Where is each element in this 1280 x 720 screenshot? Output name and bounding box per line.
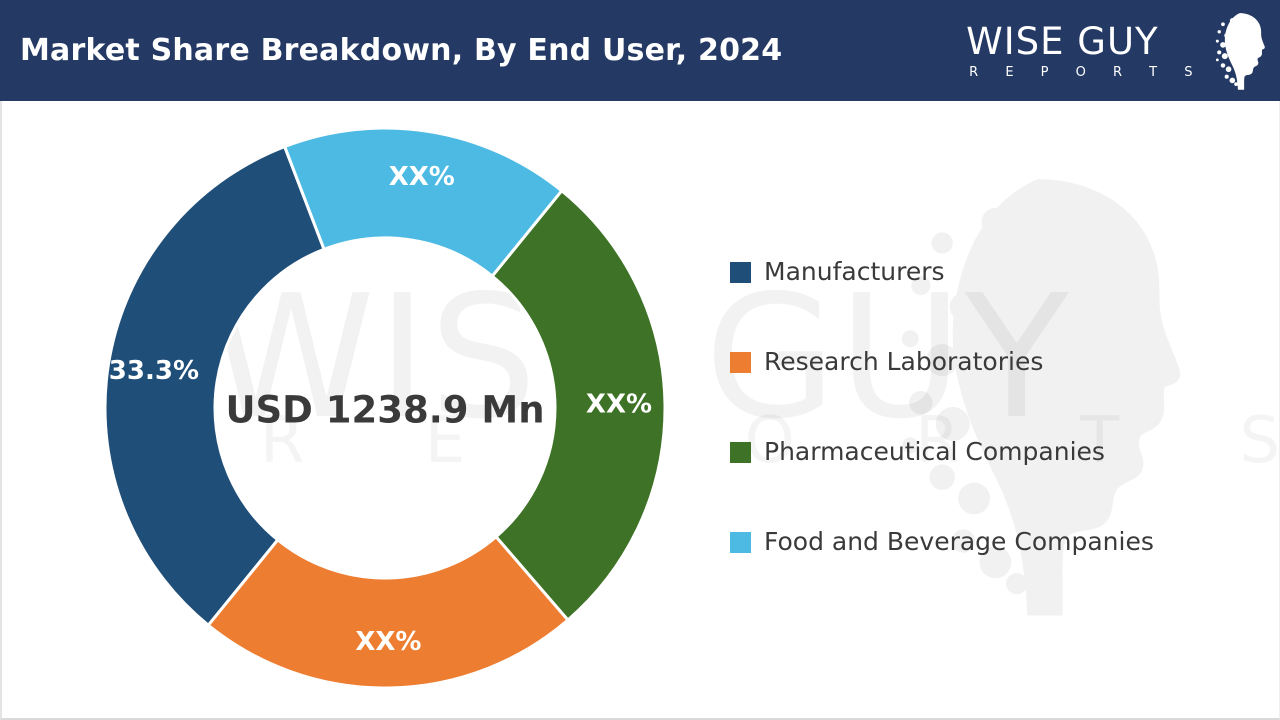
page-title: Market Share Breakdown, By End User, 202… xyxy=(20,33,783,68)
center-value-label: USD 1238.9 Mn xyxy=(225,389,544,432)
donut-segment-research-laboratories xyxy=(206,534,571,690)
legend-item: Research Laboratories xyxy=(730,349,1154,375)
logo-line1: WISE GUY xyxy=(966,19,1159,63)
chart-canvas: WISE GUY R E P O R T S USD 1238.9 Mn 33.… xyxy=(0,101,1280,720)
legend-swatch xyxy=(730,351,751,373)
wiseguy-logo: WISE GUY R E P O R T S xyxy=(966,10,1266,91)
segment-value-label: 33.3% xyxy=(109,356,199,386)
legend-label: Pharmaceutical Companies xyxy=(764,437,1105,466)
legend-label: Manufacturers xyxy=(764,257,945,286)
logo-wordmark: WISE GUY R E P O R T S xyxy=(966,19,1204,80)
legend-label: Food and Beverage Companies xyxy=(764,527,1154,556)
legend-swatch xyxy=(730,261,751,283)
segment-value-label: XX% xyxy=(355,627,421,657)
wiseguy-face-icon xyxy=(1215,13,1265,90)
legend-swatch xyxy=(730,441,751,463)
legend-item: Pharmaceutical Companies xyxy=(730,439,1154,465)
donut-segment-manufacturers xyxy=(105,144,327,628)
segment-value-label: XX% xyxy=(586,390,652,420)
legend-item: Food and Beverage Companies xyxy=(730,529,1154,555)
donut-segment-food-and-beverage-companies xyxy=(282,126,564,279)
chart-legend: Manufacturers Research Laboratories Pharma… xyxy=(730,259,1154,619)
logo-line2: R E P O R T S xyxy=(969,64,1204,80)
donut-chart: USD 1238.9 Mn 33.3% XX% XX% XX% xyxy=(105,126,665,690)
header-bar: Market Share Breakdown, By End User, 202… xyxy=(0,0,1280,101)
segment-value-label: XX% xyxy=(389,162,455,192)
legend-label: Research Laboratories xyxy=(764,347,1044,376)
legend-swatch xyxy=(730,531,751,553)
legend-item: Manufacturers xyxy=(730,259,1154,285)
donut-segment-pharmaceutical-companies xyxy=(490,188,665,623)
